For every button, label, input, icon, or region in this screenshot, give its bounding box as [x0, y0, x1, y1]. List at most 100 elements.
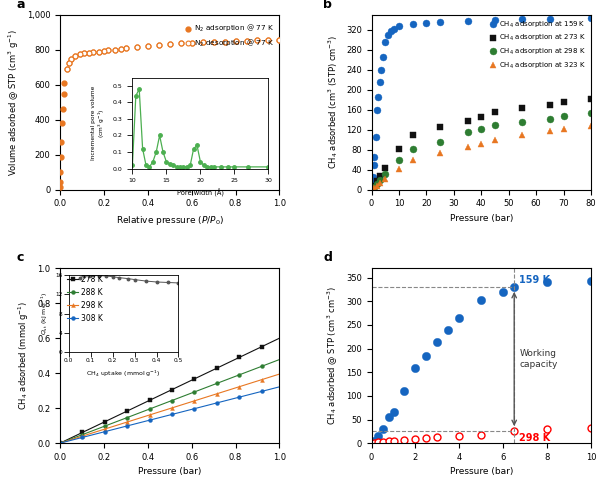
278 K [70, 434, 77, 440]
308 K [119, 424, 126, 430]
288 K [151, 404, 158, 410]
CH$_4$ adsorption at 298 K [491, 122, 499, 128]
CH$_4$ adsorption at 298 K [409, 146, 416, 151]
CH$_4$ adsorption at 298 K [371, 184, 378, 190]
288 K [169, 397, 176, 403]
308 K [74, 436, 82, 442]
CH$_4$ adsorption at 159 K [376, 79, 383, 85]
288 K [186, 391, 193, 396]
Line: CH$_4$ adsorption at 159 K: CH$_4$ adsorption at 159 K [368, 14, 595, 190]
308 K [249, 391, 256, 397]
N$_2$ adsorption @ 77 K [188, 40, 195, 46]
278 K [182, 380, 189, 386]
298 K [101, 426, 109, 432]
N$_2$ adsorption @ 77 K [76, 52, 83, 57]
CH$_4$ adsorption at 159 K [369, 179, 376, 185]
CH$_4$ adsorption at 273 K [587, 95, 595, 101]
N$_2$ desorption @ 77 K [177, 40, 184, 46]
298 K [79, 433, 86, 439]
N$_2$ adsorption @ 77 K [254, 37, 261, 43]
CH$_4$ adsorption at 159 K [409, 20, 416, 26]
298 K [178, 402, 185, 408]
N$_2$ adsorption @ 77 K [72, 53, 79, 59]
308 K [124, 423, 131, 429]
308 K [65, 438, 73, 444]
288 K [61, 438, 68, 444]
Text: Working
capacity: Working capacity [520, 349, 558, 369]
298 K [258, 377, 265, 383]
Line: 308 K: 308 K [58, 385, 281, 445]
308 K [209, 401, 216, 407]
278 K [97, 421, 104, 427]
N$_2$ desorption @ 77 K [104, 47, 112, 53]
CH$_4$ adsorption at 159 K [370, 162, 377, 168]
278 K [191, 376, 198, 382]
288 K [142, 408, 149, 413]
N$_2$ desorption @ 77 K [76, 52, 83, 57]
N$_2$ desorption @ 77 K [133, 44, 140, 50]
278 K [178, 382, 185, 388]
Line: 298 K: 298 K [58, 372, 281, 445]
288 K [222, 377, 229, 383]
CH$_4$ adsorption at 323 K [587, 123, 595, 129]
278 K [61, 438, 68, 444]
288 K [74, 433, 82, 439]
278 K [267, 339, 274, 345]
298 K [137, 415, 144, 421]
308 K [110, 427, 118, 432]
N$_2$ adsorption @ 77 K [118, 46, 125, 52]
CH$_4$ adsorption at 323 K [464, 144, 471, 150]
N$_2$ adsorption @ 77 K [133, 44, 140, 50]
N$_2$ desorption @ 77 K [221, 38, 228, 44]
N$_2$ adsorption @ 77 K [61, 80, 68, 86]
CH$_4$ adsorption at 298 K [382, 170, 389, 176]
278 K [142, 399, 149, 405]
308 K [88, 432, 95, 438]
N$_2$ desorption @ 77 K [111, 47, 118, 53]
N$_2$ adsorption @ 77 K [122, 45, 130, 51]
288 K [236, 372, 243, 378]
288 K [119, 416, 126, 422]
288 K [146, 406, 153, 412]
CH$_4$ adsorption at 298 K [395, 157, 403, 163]
308 K [186, 407, 193, 413]
CH$_4$ adsorption at 159 K [390, 26, 397, 32]
288 K [218, 379, 225, 385]
N$_2$ adsorption @ 77 K [58, 139, 65, 145]
298 K [92, 429, 100, 435]
298 K [164, 407, 171, 412]
278 K [83, 428, 91, 433]
Y-axis label: CH$_4$ adsorbed (mmol g$^{-1}$): CH$_4$ adsorbed (mmol g$^{-1}$) [17, 301, 31, 411]
N$_2$ adsorption @ 77 K [56, 184, 64, 190]
CH$_4$ adsorption at 159 K [587, 15, 595, 20]
308 K [169, 412, 176, 417]
278 K [218, 363, 225, 369]
298 K [213, 391, 220, 397]
278 K [209, 367, 216, 373]
N$_2$ adsorption @ 77 K [104, 47, 112, 53]
N$_2$ desorption @ 77 K [67, 56, 74, 62]
278 K [169, 387, 176, 393]
CH$_4$ adsorption at 298 K [519, 119, 526, 125]
CH$_4$ adsorption at 159 K [464, 18, 471, 23]
N$_2$ desorption @ 77 K [188, 40, 195, 46]
298 K [182, 401, 189, 407]
298 K [244, 381, 251, 387]
308 K [231, 395, 238, 401]
278 K [119, 410, 126, 416]
Line: N$_2$ adsorption @ 77 K: N$_2$ adsorption @ 77 K [58, 37, 282, 189]
298 K [115, 422, 122, 428]
CH$_4$ adsorption at 159 K [372, 134, 379, 140]
278 K [155, 393, 162, 399]
CH$_4$ adsorption at 323 K [546, 128, 553, 133]
308 K [115, 425, 122, 431]
308 K [137, 420, 144, 426]
298 K [231, 385, 238, 391]
278 K [110, 414, 118, 420]
CH$_4$ adsorption at 159 K [371, 154, 378, 160]
CH$_4$ adsorption at 273 K [546, 102, 553, 108]
N$_2$ desorption @ 77 K [100, 48, 107, 54]
298 K [186, 399, 193, 405]
298 K [218, 390, 225, 395]
Line: N$_2$ desorption @ 77 K: N$_2$ desorption @ 77 K [64, 37, 282, 71]
